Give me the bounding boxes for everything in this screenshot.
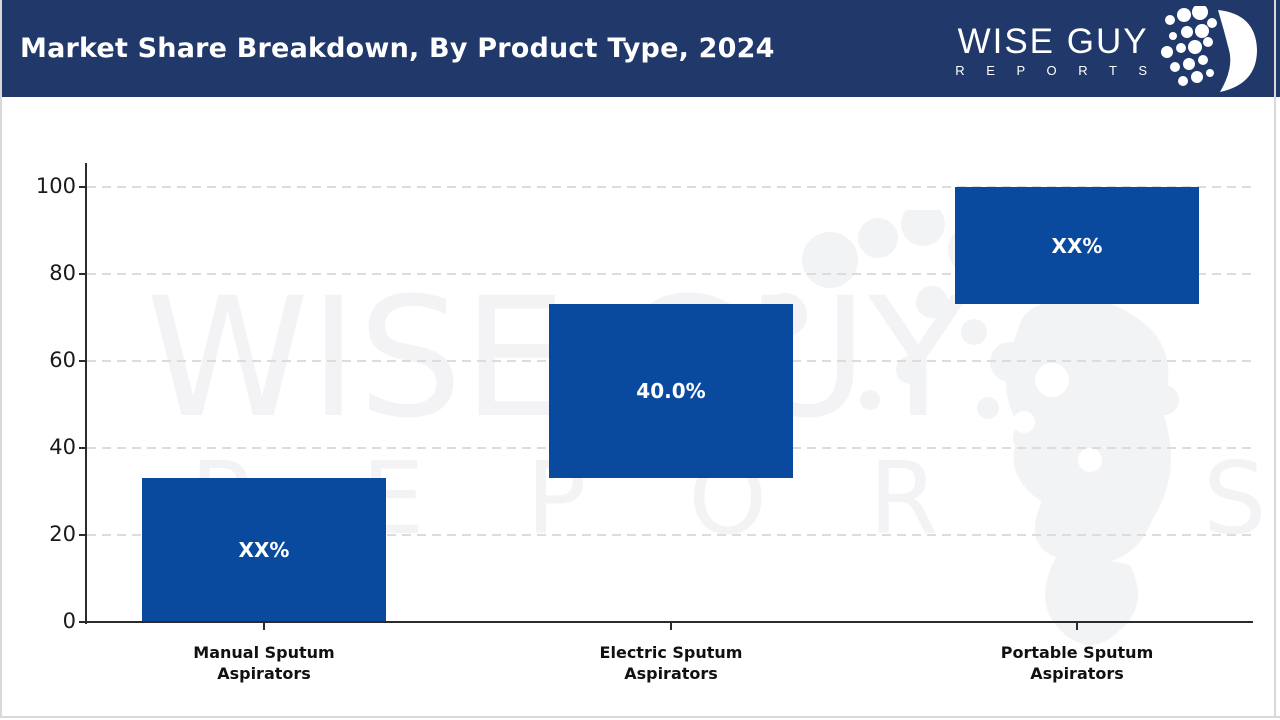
logo: WISE GUY R E P O R T S xyxy=(950,6,1266,94)
y-axis-tick xyxy=(79,273,87,275)
y-axis-tick-label: 20 xyxy=(49,522,76,546)
bar-value-label: 40.0% xyxy=(636,379,706,404)
y-axis-line xyxy=(85,163,87,624)
x-axis-line xyxy=(85,621,1253,623)
x-axis-tick xyxy=(263,623,265,630)
grid-line xyxy=(87,534,1253,536)
x-axis-category-label: Manual Sputum Aspirators xyxy=(193,643,335,683)
logo-text: WISE GUY R E P O R T S xyxy=(950,22,1156,78)
frame-left-edge xyxy=(0,0,2,718)
y-axis-tick-label: 100 xyxy=(35,174,76,198)
y-axis-tick-label: 60 xyxy=(49,348,76,372)
y-axis-tick-label: 0 xyxy=(62,609,76,633)
grid-line xyxy=(87,273,1253,275)
y-axis-tick xyxy=(79,360,87,362)
x-axis-category-label: Electric Sputum Aspirators xyxy=(599,643,743,683)
bar: XX% xyxy=(955,187,1199,305)
x-axis-tick xyxy=(670,623,672,630)
x-axis-tick xyxy=(1076,623,1078,630)
y-axis-tick xyxy=(79,621,87,623)
logo-subtitle: R E P O R T S xyxy=(955,63,1156,78)
y-axis-tick xyxy=(79,447,87,449)
page-title: Market Share Breakdown, By Product Type,… xyxy=(20,33,775,64)
frame-bottom-edge xyxy=(0,716,1280,718)
bar: XX% xyxy=(142,478,386,622)
header: Market Share Breakdown, By Product Type,… xyxy=(0,0,1280,97)
logo-wordmark: WISE GUY xyxy=(957,22,1149,61)
frame-right-edge xyxy=(1274,0,1276,718)
grid-line xyxy=(87,186,1253,188)
logo-face-icon xyxy=(1161,6,1257,92)
y-axis-tick-label: 80 xyxy=(49,261,76,285)
y-axis-tick xyxy=(79,534,87,536)
bar: 40.0% xyxy=(549,304,793,479)
y-axis-tick xyxy=(79,186,87,188)
x-axis-category-label: Portable Sputum Aspirators xyxy=(1000,643,1154,683)
y-axis-tick-label: 40 xyxy=(49,435,76,459)
bar-value-label: XX% xyxy=(1051,233,1103,258)
bar-value-label: XX% xyxy=(238,538,290,563)
